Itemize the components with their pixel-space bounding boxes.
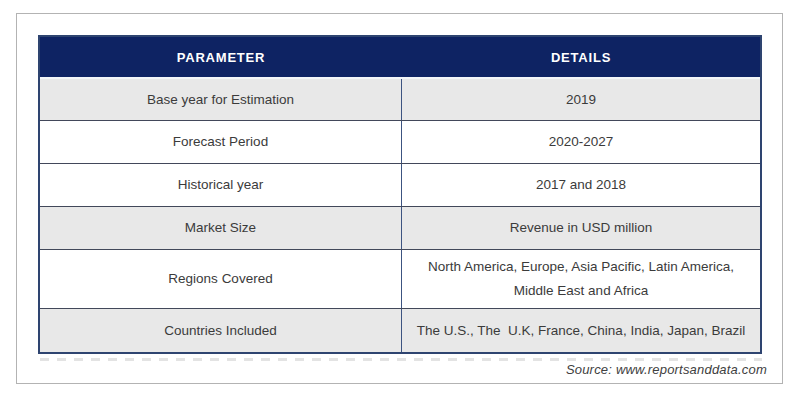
table-header-row: PARAMETER DETAILS <box>40 37 760 79</box>
dashed-divider <box>40 358 762 361</box>
table-row-historical-year: Historical year 2017 and 2018 <box>40 163 760 206</box>
parameter-cell: Regions Covered <box>40 250 402 308</box>
column-header-details: DETAILS <box>402 37 760 77</box>
details-cell: The U.S., The U.K, France, China, India,… <box>402 309 760 352</box>
details-cell: 2019 <box>402 79 760 120</box>
table-row-countries-included: Countries Included The U.S., The U.K, Fr… <box>40 308 760 352</box>
details-cell: Revenue in USD million <box>402 207 760 249</box>
table-row-base-year: Base year for Estimation 2019 <box>40 79 760 120</box>
parameter-cell: Historical year <box>40 164 402 206</box>
table-row-market-size: Market Size Revenue in USD million <box>40 206 760 249</box>
source-attribution: Source: www.reportsanddata.com <box>566 362 767 377</box>
image-border-frame: PARAMETER DETAILS Base year for Estimati… <box>16 13 783 384</box>
table-row-regions-covered: Regions Covered North America, Europe, A… <box>40 249 760 308</box>
parameter-cell: Forecast Period <box>40 121 402 163</box>
details-cell: 2020-2027 <box>402 121 760 163</box>
parameter-cell: Countries Included <box>40 309 402 352</box>
details-cell: 2017 and 2018 <box>402 164 760 206</box>
parameter-cell: Base year for Estimation <box>40 79 402 120</box>
parameter-cell: Market Size <box>40 207 402 249</box>
table-row-forecast-period: Forecast Period 2020-2027 <box>40 120 760 163</box>
column-header-parameter: PARAMETER <box>40 37 402 77</box>
report-scope-table: PARAMETER DETAILS Base year for Estimati… <box>38 35 762 354</box>
details-cell: North America, Europe, Asia Pacific, Lat… <box>402 250 760 308</box>
